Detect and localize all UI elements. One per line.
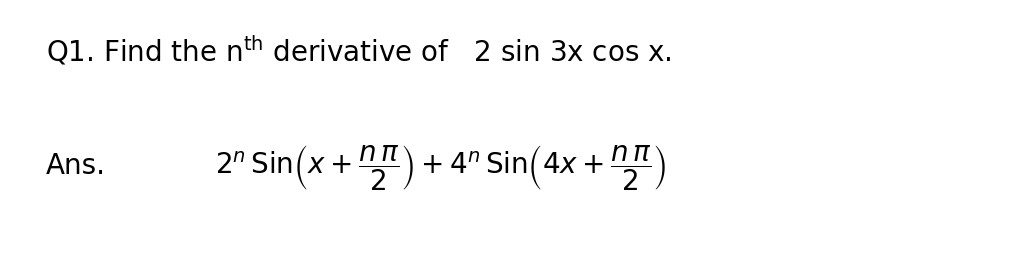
Text: $2^n\,\mathsf{Sin}\left(x+\dfrac{n\,\pi}{2}\right)+4^n\,\mathsf{Sin}\left(4x+\df: $2^n\,\mathsf{Sin}\left(x+\dfrac{n\,\pi}… xyxy=(215,143,667,193)
Text: Ans.: Ans. xyxy=(46,151,106,179)
Text: Q1. Find the n$^{\rm th}$ derivative of   2 sin 3x cos x.: Q1. Find the n$^{\rm th}$ derivative of … xyxy=(46,34,672,67)
